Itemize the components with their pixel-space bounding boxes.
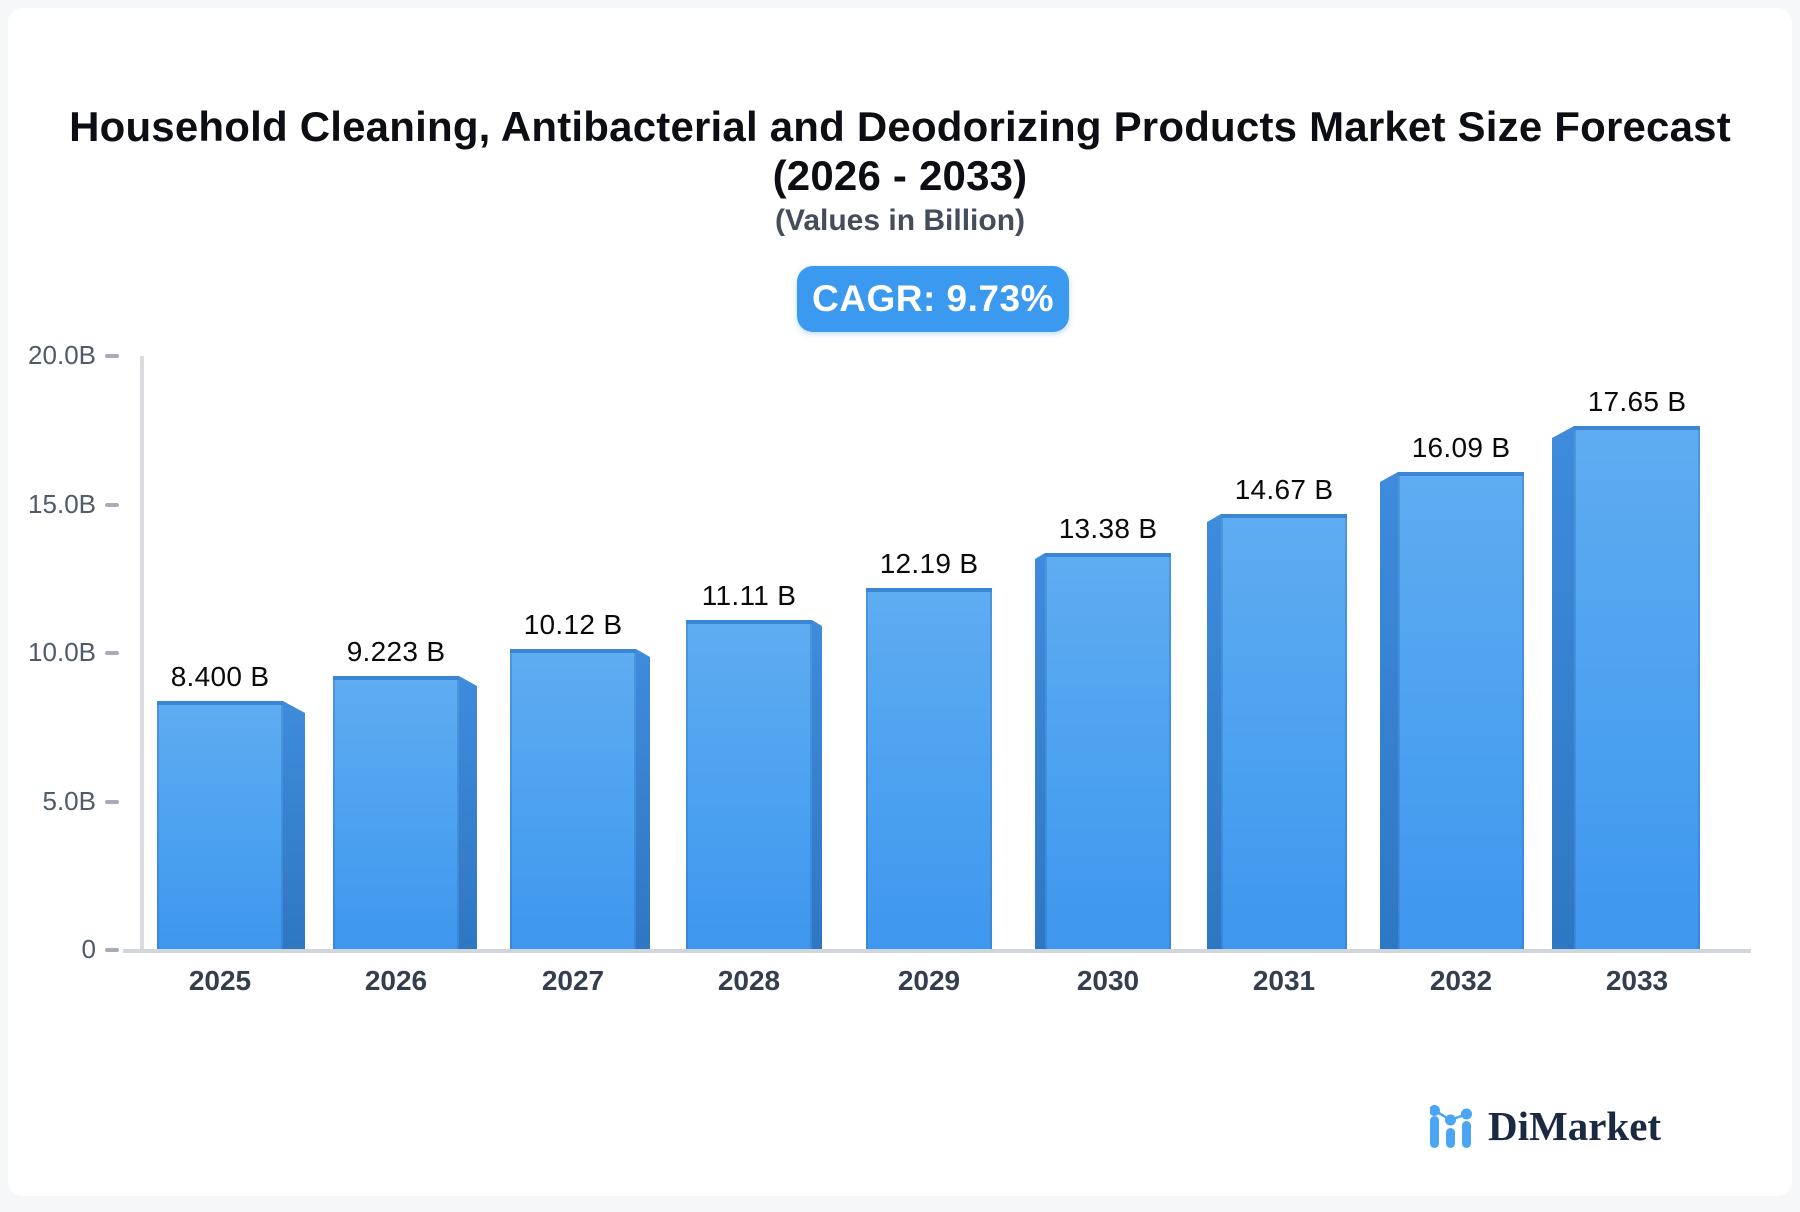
y-tick-label: 0 bbox=[81, 934, 96, 964]
bar-value-label: 13.38 B bbox=[1058, 513, 1158, 544]
y-tick-dash bbox=[105, 502, 119, 507]
bar-2032[interactable] bbox=[1380, 472, 1524, 950]
y-axis-line bbox=[140, 356, 144, 952]
bar-front-face bbox=[1398, 472, 1524, 950]
bar-front-face bbox=[510, 649, 636, 950]
bar-chart: 0 5.0B 10.0B 15.0B 20.0B 8.400 B 2025 9.223 B 20… bbox=[8, 8, 1792, 1196]
x-axis-label-2026: 2026 bbox=[364, 965, 428, 996]
bar-value-label: 17.65 B bbox=[1587, 386, 1687, 417]
cagr-badge: CAGR: 9.73% bbox=[797, 266, 1069, 332]
bar-2033[interactable] bbox=[1552, 426, 1700, 950]
x-axis-label-2027: 2027 bbox=[541, 965, 605, 996]
x-axis-label-2028: 2028 bbox=[717, 965, 781, 996]
bar-value-label: 10.12 B bbox=[523, 609, 623, 640]
bar-front-face bbox=[1574, 426, 1700, 950]
chart-card: Household Cleaning, Antibacterial and De… bbox=[8, 8, 1792, 1196]
bar-front-face bbox=[1221, 514, 1347, 950]
x-axis-label-2030: 2030 bbox=[1076, 965, 1140, 996]
bar-value-label: 12.19 B bbox=[879, 548, 979, 579]
bar-front-face bbox=[866, 588, 992, 950]
x-axis-label-2031: 2031 bbox=[1252, 965, 1316, 996]
y-tick-label: 20.0B bbox=[28, 340, 96, 370]
bar-side-face bbox=[1552, 426, 1574, 950]
x-axis-label-2029: 2029 bbox=[897, 965, 961, 996]
brand-logo-icon bbox=[1430, 1105, 1472, 1148]
y-tick-dash bbox=[105, 651, 119, 655]
bar-2031[interactable] bbox=[1207, 514, 1347, 950]
title-line-1: Household Cleaning, Antibacterial and De… bbox=[69, 103, 1731, 150]
bar-2030[interactable] bbox=[1035, 553, 1171, 950]
bar-front-face bbox=[1045, 553, 1171, 950]
y-tick-dash bbox=[105, 799, 119, 804]
bar-2027[interactable] bbox=[510, 649, 650, 950]
bar-value-label: 14.67 B bbox=[1234, 474, 1334, 505]
x-axis-label-2032: 2032 bbox=[1429, 965, 1493, 996]
page-title: Household Cleaning, Antibacterial and De… bbox=[8, 102, 1792, 200]
bar-value-label: 8.400 B bbox=[170, 661, 270, 692]
brand-name: DiMarket bbox=[1488, 1103, 1662, 1149]
x-axis-label-2025: 2025 bbox=[188, 965, 252, 996]
brand-logo: DiMarket bbox=[1430, 1104, 1661, 1148]
bar-2028[interactable] bbox=[686, 620, 822, 950]
bar-value-label: 16.09 B bbox=[1411, 432, 1511, 463]
x-axis-label-2033: 2033 bbox=[1605, 965, 1669, 996]
y-tick-dash bbox=[105, 948, 119, 952]
bar-value-label: 9.223 B bbox=[346, 636, 446, 667]
bar-front-face bbox=[686, 620, 812, 950]
y-tick-label: 15.0B bbox=[28, 488, 96, 519]
y-tick-dash bbox=[105, 354, 119, 358]
title-line-2: (2026 - 2033) bbox=[772, 152, 1028, 199]
bar-side-face bbox=[1207, 514, 1221, 950]
bar-value-label: 11.11 B bbox=[701, 580, 797, 611]
bar-side-face bbox=[812, 620, 822, 950]
bar-side-face bbox=[1035, 553, 1045, 950]
bar-side-face bbox=[1380, 472, 1398, 950]
y-tick-label: 5.0B bbox=[42, 785, 97, 816]
x-axis-line bbox=[123, 949, 1751, 953]
bar-side-face bbox=[283, 701, 305, 950]
bar-front-face bbox=[333, 676, 459, 950]
bar-side-face bbox=[636, 649, 650, 950]
bar-side-face bbox=[459, 676, 477, 950]
bar-2026[interactable] bbox=[333, 676, 477, 950]
bar-2025[interactable] bbox=[157, 701, 305, 950]
bar-front-face bbox=[157, 701, 283, 950]
values-unit-note: (Values in Billion) bbox=[774, 204, 1026, 237]
y-tick-label: 10.0B bbox=[28, 637, 96, 667]
bar-2029[interactable] bbox=[866, 588, 992, 950]
